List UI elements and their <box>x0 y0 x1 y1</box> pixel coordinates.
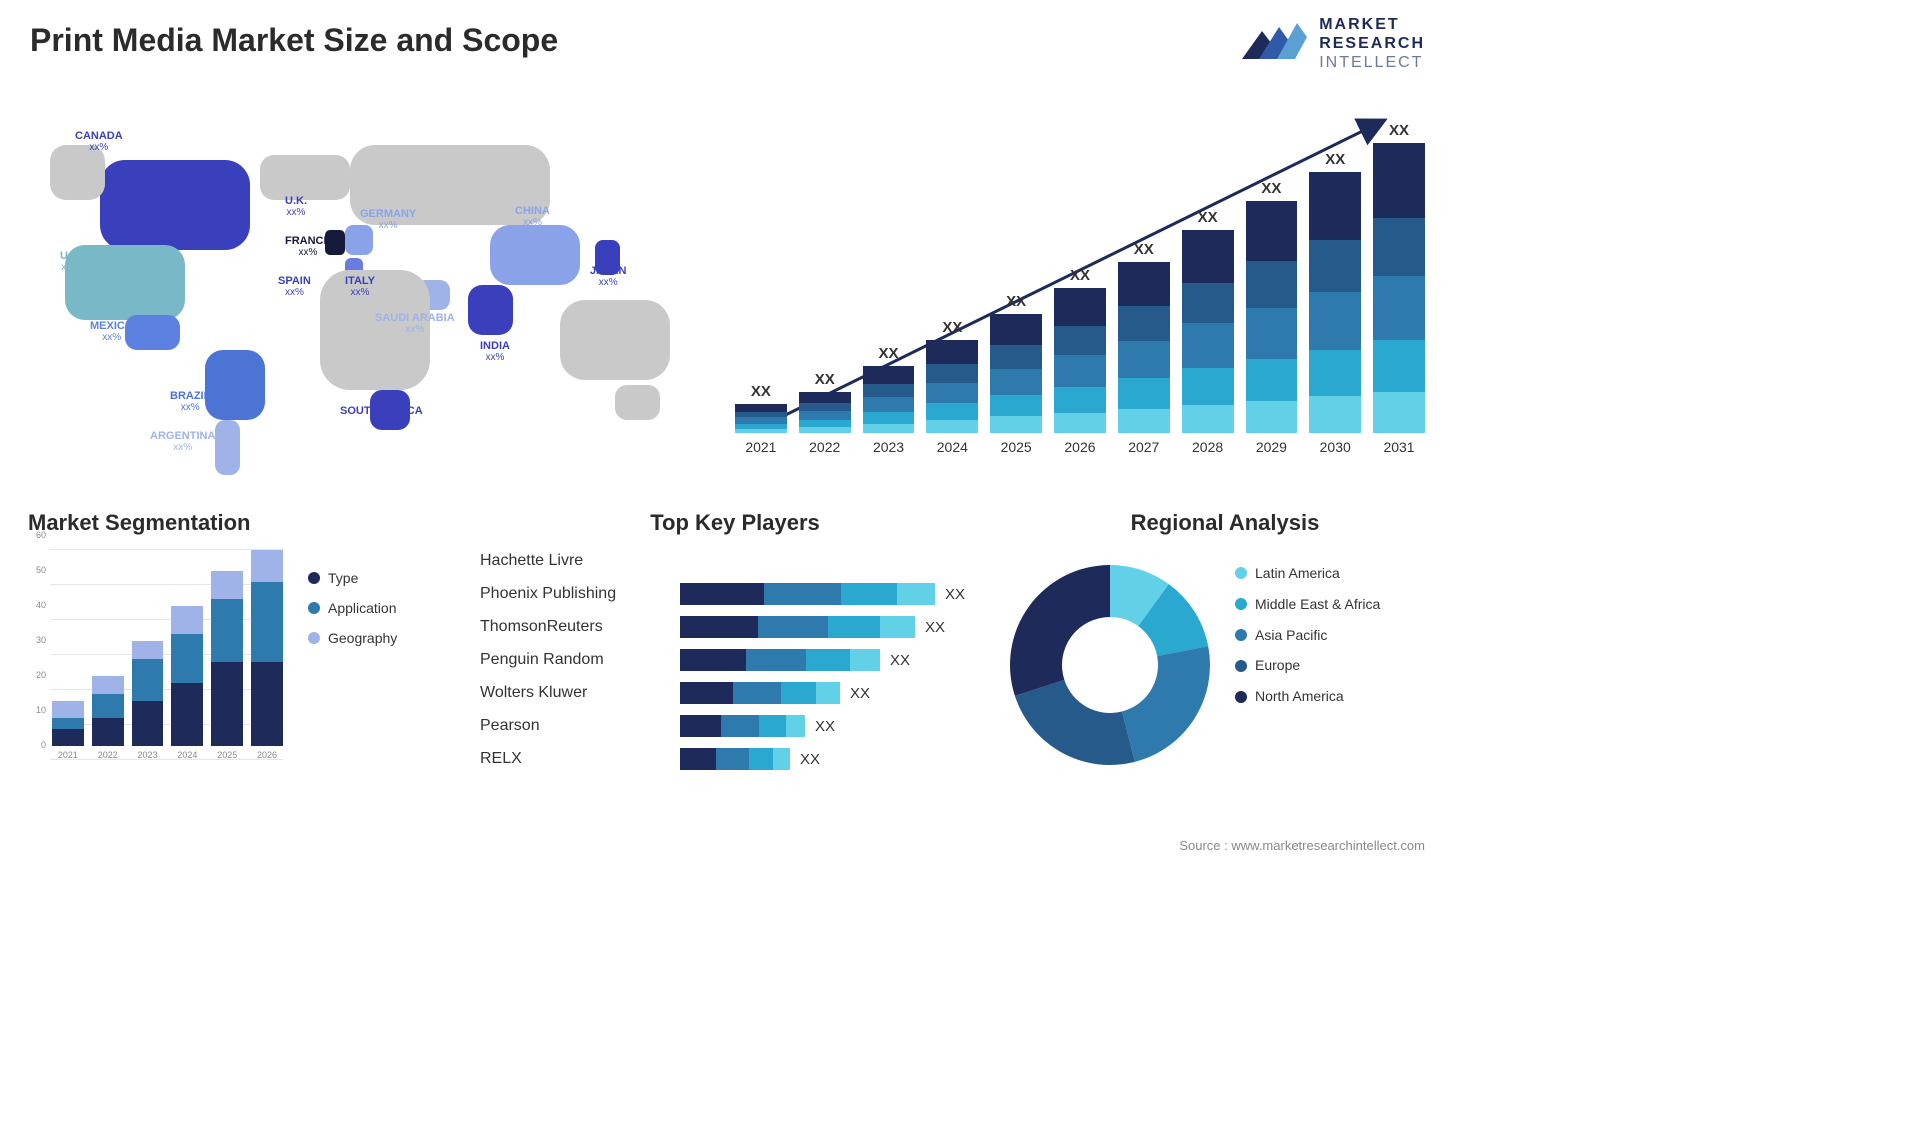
world-map-svg <box>20 90 720 490</box>
segmentation-chart: 0102030405060 202120222023202420252026 <box>28 550 283 780</box>
forecast-value-label: XX <box>815 371 835 388</box>
kp-name: Hachette Livre <box>480 552 680 570</box>
kp-name: Penguin Random <box>480 651 680 669</box>
forecast-bar-chart: XX 2021 XX 2022 XX 2023 XX 2024 XX 2025 XX 2026 XX 20… <box>735 100 1425 480</box>
forecast-year-label: 2022 <box>809 439 840 455</box>
forecast-bar-2022: XX 2022 <box>799 371 851 455</box>
forecast-bar-2024: XX 2024 <box>926 319 978 455</box>
kp-row: RELX XX <box>480 744 990 774</box>
kp-row: ThomsonReuters XX <box>480 612 990 642</box>
seg-bar-2023: 2023 <box>132 641 164 760</box>
forecast-bar-2023: XX 2023 <box>863 345 915 455</box>
forecast-value-label: XX <box>1325 151 1345 168</box>
regional-section: Regional Analysis Latin America Middle Ea… <box>1005 510 1445 790</box>
segmentation-section: Market Segmentation 0102030405060 202120… <box>28 510 468 790</box>
kp-name: RELX <box>480 750 680 768</box>
seg-bar-2024: 2024 <box>171 606 203 760</box>
forecast-value-label: XX <box>1006 293 1026 310</box>
seg-legend-item: Geography <box>308 630 397 646</box>
key-players-title: Top Key Players <box>480 510 990 536</box>
forecast-year-label: 2029 <box>1256 439 1287 455</box>
forecast-value-label: XX <box>879 345 899 362</box>
forecast-value-label: XX <box>942 319 962 336</box>
forecast-value-label: XX <box>1070 267 1090 284</box>
forecast-bar-2025: XX 2025 <box>990 293 1042 455</box>
forecast-year-label: 2023 <box>873 439 904 455</box>
kp-value-label: XX <box>945 586 965 603</box>
forecast-bar-2031: XX 2031 <box>1373 122 1425 455</box>
kp-row: Wolters Kluwer XX <box>480 678 990 708</box>
forecast-year-label: 2024 <box>937 439 968 455</box>
forecast-bar-2030: XX 2030 <box>1309 151 1361 455</box>
regional-legend-item: North America <box>1235 688 1380 705</box>
forecast-bar-2027: XX 2027 <box>1118 241 1170 455</box>
forecast-year-label: 2030 <box>1320 439 1351 455</box>
forecast-year-label: 2027 <box>1128 439 1159 455</box>
segmentation-title: Market Segmentation <box>28 510 468 536</box>
seg-legend-item: Type <box>308 570 397 586</box>
forecast-year-label: 2028 <box>1192 439 1223 455</box>
kp-value-label: XX <box>800 751 820 768</box>
kp-row: Hachette Livre <box>480 546 990 576</box>
seg-bar-2025: 2025 <box>211 571 243 760</box>
donut-slice <box>1122 646 1210 762</box>
forecast-value-label: XX <box>1198 209 1218 226</box>
seg-bar-2022: 2022 <box>92 676 124 760</box>
regional-title: Regional Analysis <box>1005 510 1445 536</box>
regional-legend-item: Europe <box>1235 657 1380 674</box>
donut-slice <box>1010 565 1110 696</box>
kp-row: Phoenix Publishing XX <box>480 579 990 609</box>
forecast-year-label: 2031 <box>1383 439 1414 455</box>
forecast-year-label: 2021 <box>745 439 776 455</box>
kp-name: ThomsonReuters <box>480 618 680 636</box>
forecast-bar-2029: XX 2029 <box>1246 180 1298 455</box>
kp-name: Wolters Kluwer <box>480 684 680 702</box>
regional-legend-item: Middle East & Africa <box>1235 596 1380 613</box>
kp-value-label: XX <box>925 619 945 636</box>
kp-value-label: XX <box>890 652 910 669</box>
forecast-value-label: XX <box>751 383 771 400</box>
regional-donut-chart <box>1005 560 1215 770</box>
logo-mark-icon <box>1237 19 1307 69</box>
segmentation-legend: Type Application Geography <box>308 570 397 660</box>
kp-value-label: XX <box>815 718 835 735</box>
forecast-bar-2028: XX 2028 <box>1182 209 1234 455</box>
donut-slice <box>1015 680 1135 765</box>
forecast-value-label: XX <box>1389 122 1409 139</box>
key-players-section: Top Key Players Hachette Livre Phoenix Pu… <box>480 510 990 790</box>
kp-value-label: XX <box>850 685 870 702</box>
kp-name: Phoenix Publishing <box>480 585 680 603</box>
forecast-year-label: 2025 <box>1001 439 1032 455</box>
brand-logo: MARKET RESEARCH INTELLECT <box>1237 15 1425 73</box>
world-map: CANADAxx%U.S.xx%MEXICOxx%BRAZILxx%ARGENT… <box>20 90 720 490</box>
forecast-year-label: 2026 <box>1064 439 1095 455</box>
source-label: Source : www.marketresearchintellect.com <box>1179 838 1425 853</box>
seg-legend-item: Application <box>308 600 397 616</box>
regional-legend: Latin America Middle East & Africa Asia Pa… <box>1235 565 1380 719</box>
regional-legend-item: Latin America <box>1235 565 1380 582</box>
forecast-value-label: XX <box>1261 180 1281 197</box>
kp-row: Penguin Random XX <box>480 645 990 675</box>
logo-text: MARKET RESEARCH INTELLECT <box>1319 15 1425 73</box>
forecast-bar-2026: XX 2026 <box>1054 267 1106 455</box>
seg-bar-2021: 2021 <box>52 701 84 761</box>
forecast-bar-2021: XX 2021 <box>735 383 787 455</box>
seg-bar-2026: 2026 <box>251 550 283 760</box>
kp-name: Pearson <box>480 717 680 735</box>
kp-row: Pearson XX <box>480 711 990 741</box>
forecast-value-label: XX <box>1134 241 1154 258</box>
regional-legend-item: Asia Pacific <box>1235 627 1380 644</box>
page-title: Print Media Market Size and Scope <box>30 22 558 59</box>
